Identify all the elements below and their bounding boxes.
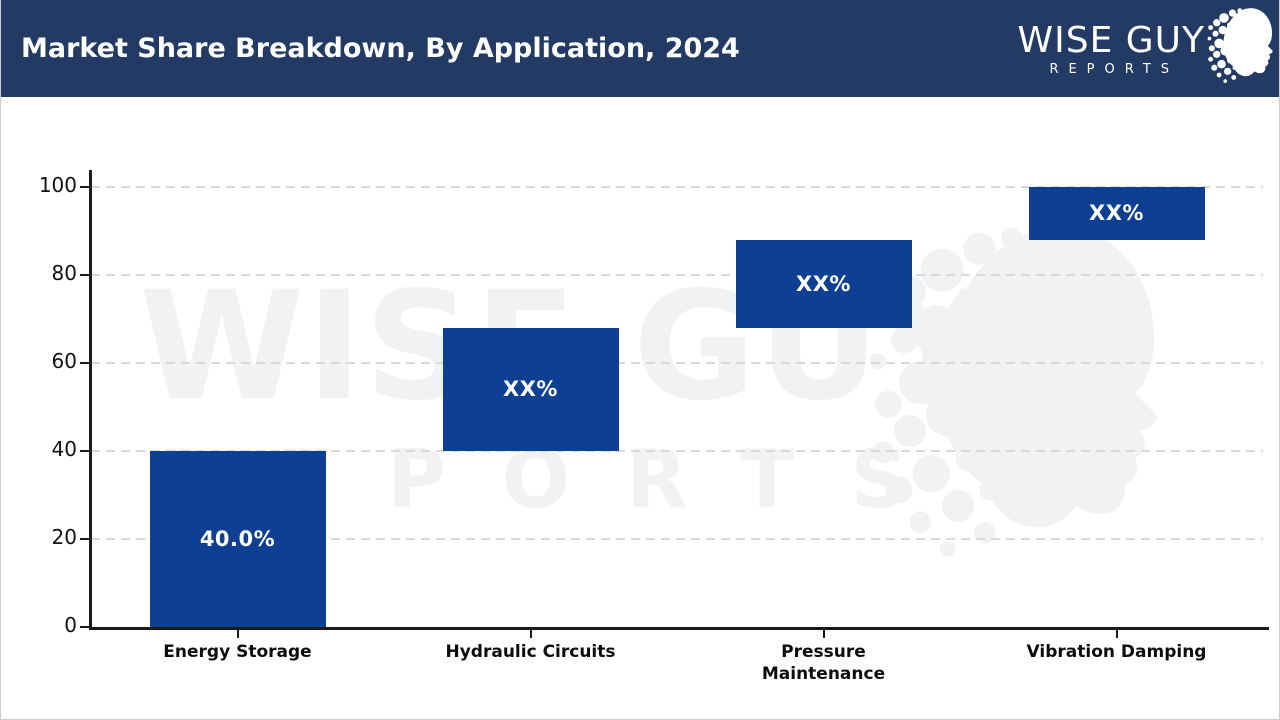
y-tick-label: 0	[64, 613, 77, 637]
y-tick-mark	[80, 274, 90, 276]
brand-name: WISE GUY	[1017, 19, 1205, 61]
bar-label: XX%	[503, 377, 558, 402]
brand-logo-text: WISE GUY REPORTS	[1017, 19, 1206, 77]
header-bar: Market Share Breakdown, By Application, …	[1, 0, 1279, 97]
y-tick-mark	[80, 362, 90, 364]
bar-label: XX%	[796, 271, 851, 296]
y-axis-line	[89, 170, 92, 629]
x-tick-label: Vibration Damping	[1026, 642, 1207, 662]
brand-face-icon	[1207, 7, 1275, 92]
brand-subtitle: REPORTS	[1049, 61, 1180, 77]
gridline	[91, 450, 1263, 452]
brand-logo: WISE GUY REPORTS	[1018, 5, 1276, 93]
chart-title: Market Share Breakdown, By Application, …	[21, 33, 740, 64]
gridline	[91, 362, 1263, 364]
bar: XX%	[735, 239, 912, 328]
gridline	[91, 538, 1263, 540]
x-tick-mark	[529, 630, 532, 638]
x-tick-label: Energy Storage	[163, 642, 312, 662]
x-tick-mark	[1115, 630, 1118, 638]
bar-label: XX%	[1089, 201, 1144, 226]
gridline	[91, 186, 1263, 188]
x-tick-label: Hydraulic Circuits	[445, 642, 616, 662]
y-tick-mark	[80, 626, 90, 628]
y-tick-label: 60	[51, 349, 77, 373]
y-tick-label: 40	[51, 437, 77, 461]
y-tick-label: 80	[51, 261, 77, 285]
x-tick-mark	[822, 630, 825, 638]
y-tick-mark	[80, 538, 90, 540]
bar-label: 40.0%	[199, 527, 276, 551]
y-tick-label: 20	[51, 525, 77, 549]
bar: XX%	[1028, 187, 1205, 240]
y-tick-mark	[80, 450, 90, 452]
y-tick-label: 100	[38, 173, 77, 197]
x-tick-mark	[236, 630, 239, 638]
x-axis-line	[89, 627, 1269, 630]
bar: 40.0%	[149, 451, 326, 627]
x-tick-label: Pressure Maintenance	[761, 642, 886, 685]
gridline	[91, 274, 1263, 276]
y-tick-mark	[80, 186, 90, 188]
bar: XX%	[442, 327, 619, 451]
